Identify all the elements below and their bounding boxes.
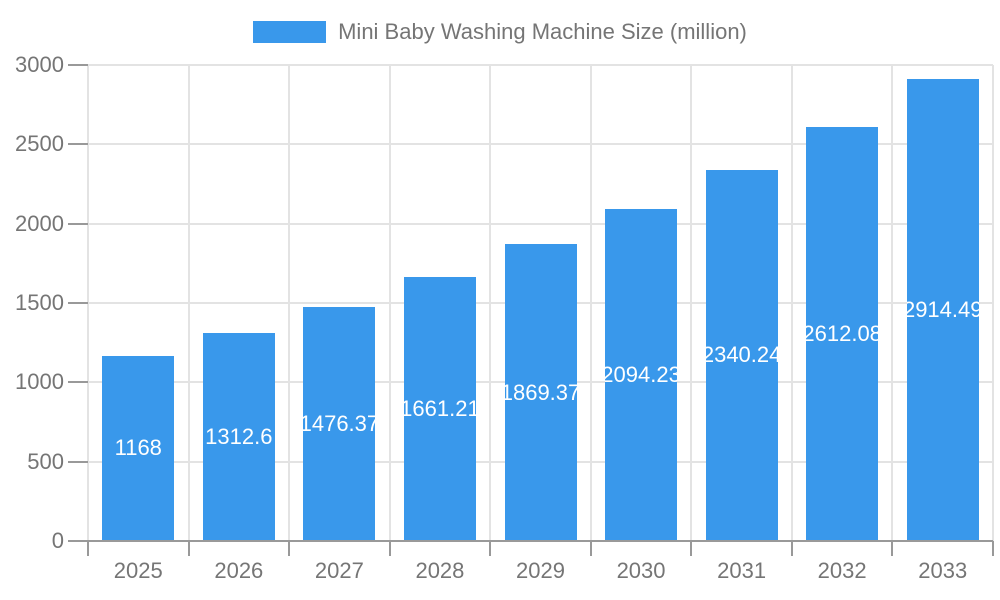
x-tick-label: 2032 [817, 558, 867, 583]
x-axis-line [68, 540, 993, 542]
h-gridline [88, 143, 993, 146]
x-tick-mark [891, 541, 894, 556]
x-tick-mark [992, 541, 994, 556]
v-gridline [992, 65, 994, 541]
bar-value-label: 2914.49 [906, 296, 979, 322]
y-tick-label: 3000 [15, 52, 64, 77]
x-tick-label: 2027 [314, 558, 364, 583]
x-tick-mark [87, 541, 89, 556]
bar-value-label: 1312.6 [205, 423, 273, 449]
x-tick-label: 2029 [516, 558, 565, 583]
x-tick-label: 2026 [214, 558, 264, 583]
v-gridline [187, 65, 190, 541]
bar-value-label: 1168 [114, 435, 162, 461]
y-tick-mark [68, 302, 88, 304]
bar-2031[interactable]: 2340.24 [705, 169, 778, 541]
v-gridline [489, 65, 492, 541]
y-tick-mark [68, 143, 88, 146]
x-tick-mark [288, 541, 291, 556]
legend-title: Mini Baby Washing Machine Size (million) [338, 19, 747, 44]
y-tick-label: 2000 [15, 210, 64, 236]
v-gridline [790, 65, 793, 541]
x-tick-mark [187, 541, 190, 556]
x-tick-mark [589, 541, 592, 556]
x-tick-mark [388, 541, 391, 556]
h-gridline [88, 222, 993, 225]
y-tick-label: 1500 [15, 290, 64, 315]
y-tick-label: 1000 [15, 369, 64, 395]
x-tick-label: 2025 [113, 558, 163, 583]
x-tick-label: 2031 [717, 558, 767, 583]
x-tick-label: 2033 [918, 558, 968, 583]
bar-2032[interactable]: 2612.08 [806, 126, 879, 541]
v-gridline [690, 65, 693, 541]
x-tick-mark [690, 541, 693, 556]
x-tick-mark [489, 541, 492, 556]
y-tick-mark [68, 222, 88, 225]
x-tick-label: 2028 [415, 558, 465, 583]
v-gridline [288, 65, 291, 541]
bar-2030[interactable]: 2094.23 [605, 208, 678, 541]
v-gridline [388, 65, 391, 541]
bar-value-label: 2340.24 [705, 342, 778, 368]
v-gridline [589, 65, 592, 541]
bar-value-label: 2094.23 [605, 361, 678, 387]
x-tick-mark [790, 541, 793, 556]
y-tick-mark [68, 64, 88, 66]
h-gridline [88, 64, 993, 66]
bar-2029[interactable]: 1869.37 [504, 244, 577, 541]
bar-value-label: 1661.21 [403, 396, 476, 422]
legend-swatch[interactable] [253, 21, 327, 43]
bar-value-label: 1869.37 [504, 379, 577, 405]
x-tick-label: 2030 [616, 558, 666, 583]
bar-value-label: 1476.37 [303, 410, 376, 436]
bar-2033[interactable]: 2914.49 [906, 78, 979, 541]
bar-2025[interactable]: 1168 [102, 355, 175, 541]
y-tick-label: 500 [27, 448, 64, 474]
bar-2026[interactable]: 1312.6 [202, 332, 275, 541]
y-tick-label: 0 [51, 528, 64, 553]
y-tick-mark [68, 381, 88, 384]
bar-value-label: 2612.08 [806, 320, 879, 346]
v-gridline [891, 65, 894, 541]
legend[interactable]: Mini Baby Washing Machine Size (million) [0, 19, 1000, 45]
y-tick-label: 2500 [15, 131, 64, 157]
y-tick-mark [68, 460, 88, 463]
v-gridline [87, 65, 89, 541]
bar-2028[interactable]: 1661.21 [403, 277, 476, 541]
bar-2027[interactable]: 1476.37 [303, 306, 376, 541]
